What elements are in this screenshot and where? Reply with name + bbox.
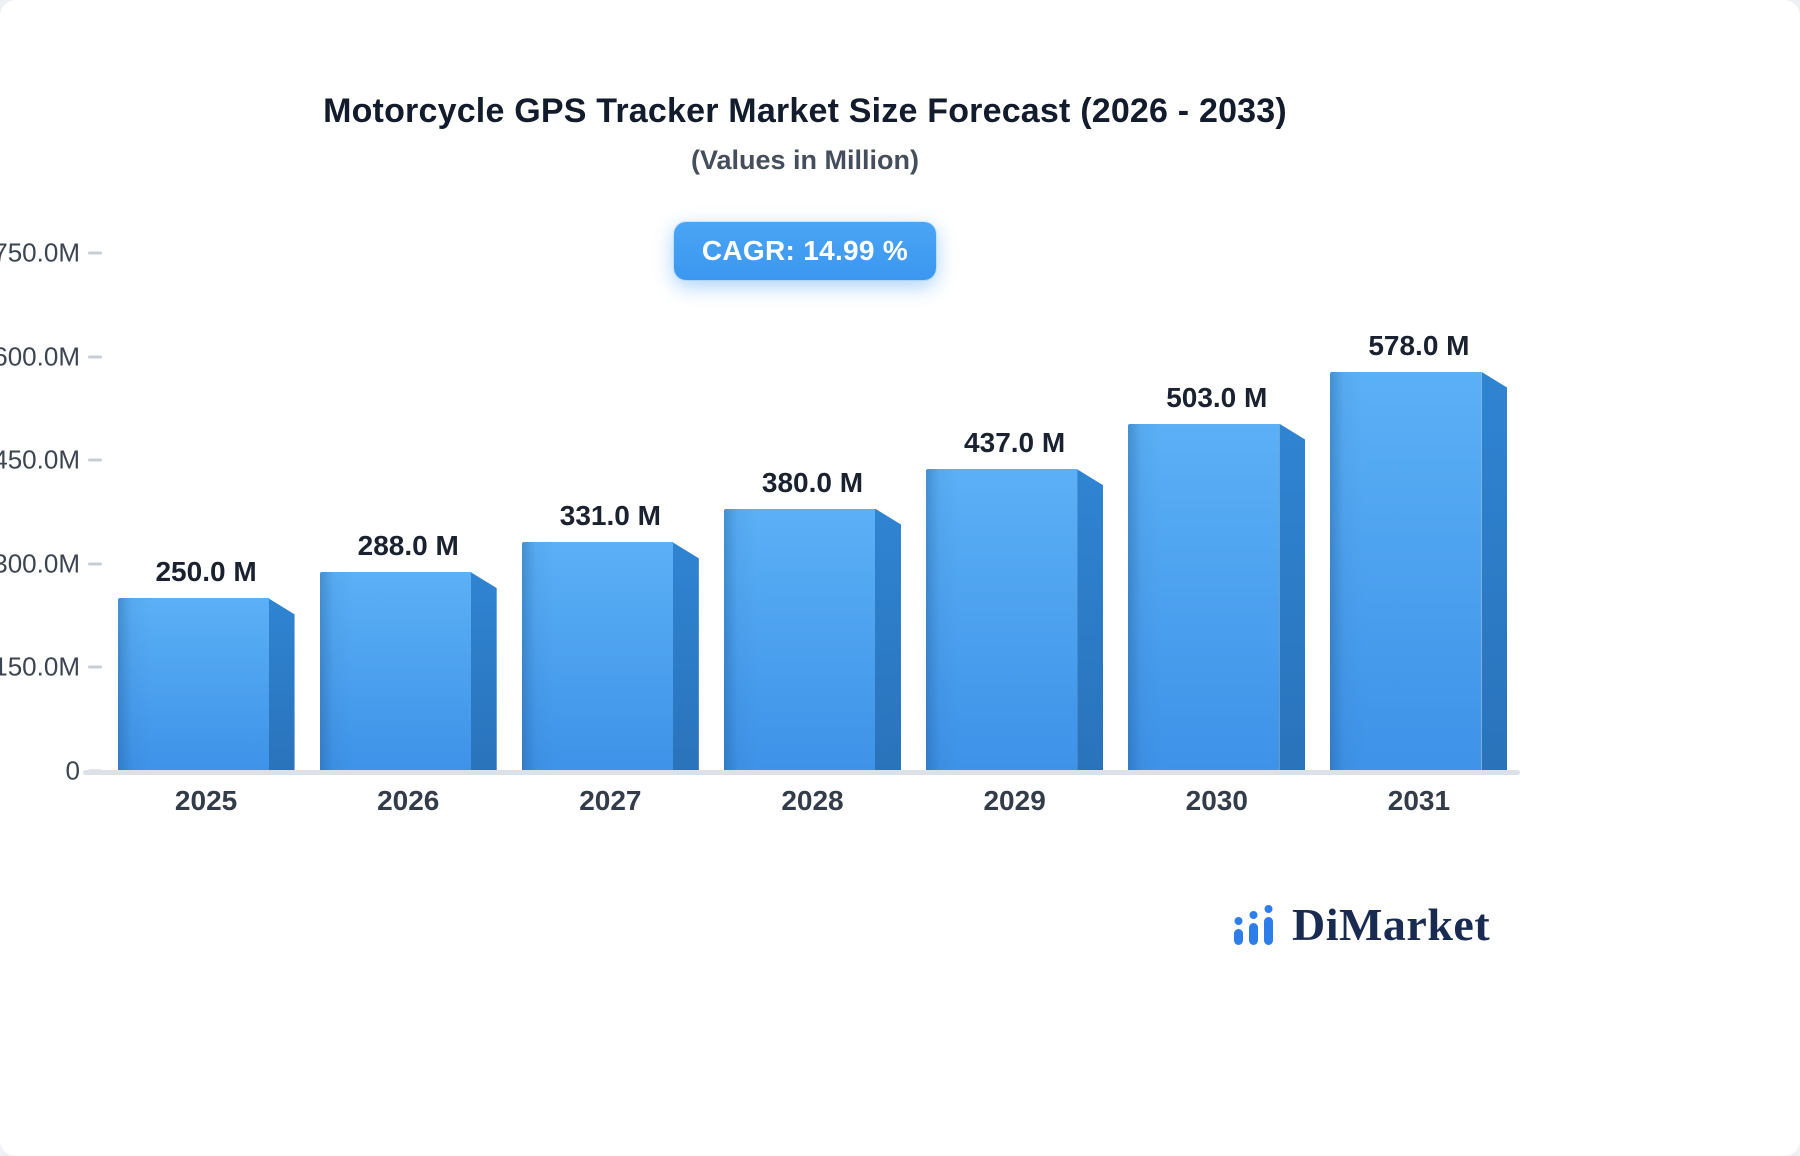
chart-subtitle: (Values in Million) bbox=[690, 145, 920, 175]
y-tick-label: 450.0M bbox=[0, 444, 80, 475]
plot-area: 250.0 M 288.0 M 331.0 M 380.0 M 437.0 M 503.0… bbox=[83, 253, 1520, 775]
bar-side-face bbox=[268, 598, 295, 771]
y-tick-label: 300.0M bbox=[0, 548, 80, 579]
bar-value-label: 250.0 M bbox=[155, 556, 257, 588]
bar bbox=[319, 572, 497, 771]
x-axis-label: 2028 bbox=[781, 785, 844, 816]
bar-value-label: 288.0 M bbox=[357, 530, 459, 562]
bar-group: 288.0 M bbox=[307, 253, 509, 771]
brand-logo-text: DiMarket bbox=[1292, 899, 1491, 950]
bar-front-face bbox=[521, 542, 673, 771]
bar-front-face bbox=[117, 598, 269, 771]
cagr-badge-row: CAGR: 14.99 % bbox=[0, 222, 1610, 280]
chart-heading: Motorcycle GPS Tracker Market Size Forec… bbox=[0, 92, 1610, 176]
bar-side-face bbox=[874, 508, 901, 771]
bar-value-label: 578.0 M bbox=[1368, 329, 1470, 361]
y-tick: 450.0M bbox=[0, 445, 102, 476]
bar-front-face bbox=[319, 572, 471, 771]
bar-group: 503.0 M bbox=[1116, 253, 1318, 771]
y-tick-label: 600.0M bbox=[0, 341, 80, 372]
y-axis: 750.0M 600.0M 450.0M 300.0M 150.0M 0 bbox=[0, 238, 102, 786]
x-axis-label: 2030 bbox=[1185, 785, 1248, 816]
y-tick-label: 0 bbox=[65, 755, 80, 786]
bar-group: 578.0 M bbox=[1318, 253, 1520, 771]
bar bbox=[1128, 423, 1306, 771]
bar bbox=[926, 469, 1104, 771]
y-tick-mark bbox=[88, 355, 102, 359]
bar-front-face bbox=[723, 508, 875, 771]
x-axis-label: 2031 bbox=[1387, 785, 1451, 816]
y-tick-mark bbox=[88, 458, 102, 462]
x-axis-baseline bbox=[83, 770, 1520, 775]
bar bbox=[1330, 371, 1508, 771]
bars: 250.0 M 288.0 M 331.0 M 380.0 M 437.0 M 503.0… bbox=[105, 253, 1520, 771]
bar-side-face bbox=[672, 542, 699, 771]
chart-title: Motorcycle GPS Tracker Market Size Forec… bbox=[323, 92, 1287, 130]
x-axis-label: 2025 bbox=[174, 785, 238, 816]
y-tick-mark bbox=[88, 562, 102, 566]
y-tick: 600.0M bbox=[0, 341, 102, 372]
x-axis-label: 2026 bbox=[377, 785, 440, 816]
bar-group: 437.0 M bbox=[914, 253, 1116, 771]
bar-side-face bbox=[470, 572, 497, 771]
bar-value-label: 437.0 M bbox=[964, 427, 1066, 459]
bar-front-face bbox=[1128, 423, 1280, 771]
bar-group: 250.0 M bbox=[105, 253, 307, 771]
x-axis-labels: 2025 2026 2027 2028 2029 2030 2031 bbox=[105, 785, 1520, 817]
x-axis-label: 2029 bbox=[983, 785, 1046, 816]
y-tick-mark bbox=[88, 665, 102, 669]
bar-chart-dots-icon bbox=[1234, 904, 1273, 945]
x-axis-label: 2027 bbox=[579, 785, 642, 816]
brand-logo: DiMarket bbox=[1228, 898, 1490, 951]
bar-side-face bbox=[1481, 371, 1508, 771]
bar-group: 331.0 M bbox=[509, 253, 711, 771]
bar-value-label: 503.0 M bbox=[1166, 381, 1268, 413]
y-tick-mark bbox=[88, 251, 102, 255]
bar-side-face bbox=[1279, 423, 1306, 771]
bar-value-label: 380.0 M bbox=[761, 466, 864, 498]
bar bbox=[723, 508, 901, 771]
bar-value-label: 331.0 M bbox=[559, 500, 661, 532]
cagr-badge: CAGR: 14.99 % bbox=[673, 222, 937, 280]
y-tick-label: 750.0M bbox=[0, 237, 80, 268]
y-tick-label: 150.0M bbox=[0, 651, 80, 682]
bar-group: 380.0 M bbox=[711, 253, 913, 771]
y-tick: 750.0M bbox=[0, 238, 102, 269]
bar-front-face bbox=[926, 469, 1078, 771]
bar bbox=[521, 542, 699, 771]
bar-front-face bbox=[1330, 371, 1482, 771]
y-tick: 300.0M bbox=[0, 548, 102, 579]
y-tick: 150.0M bbox=[0, 652, 102, 683]
bar bbox=[117, 598, 295, 771]
bar-side-face bbox=[1077, 469, 1104, 771]
